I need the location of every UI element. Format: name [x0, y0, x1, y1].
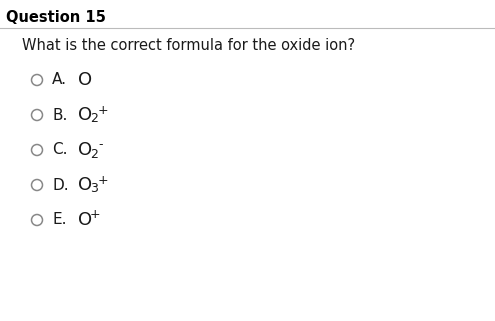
- Text: O: O: [78, 141, 92, 159]
- Text: What is the correct formula for the oxide ion?: What is the correct formula for the oxid…: [22, 38, 355, 53]
- Text: 2: 2: [90, 112, 98, 126]
- Text: 2: 2: [90, 148, 98, 160]
- Text: O: O: [78, 176, 92, 194]
- Text: O: O: [78, 211, 92, 229]
- Text: +: +: [90, 209, 100, 221]
- Text: B.: B.: [52, 108, 67, 123]
- Text: Question 15: Question 15: [6, 10, 106, 25]
- Text: C.: C.: [52, 143, 67, 158]
- Text: -: -: [98, 138, 102, 152]
- Text: E.: E.: [52, 213, 66, 228]
- Text: +: +: [98, 103, 108, 117]
- Text: O: O: [78, 106, 92, 124]
- Text: 3: 3: [90, 183, 98, 195]
- Text: A.: A.: [52, 73, 67, 88]
- Text: O: O: [78, 71, 92, 89]
- Text: +: +: [98, 173, 108, 187]
- Text: D.: D.: [52, 178, 69, 193]
